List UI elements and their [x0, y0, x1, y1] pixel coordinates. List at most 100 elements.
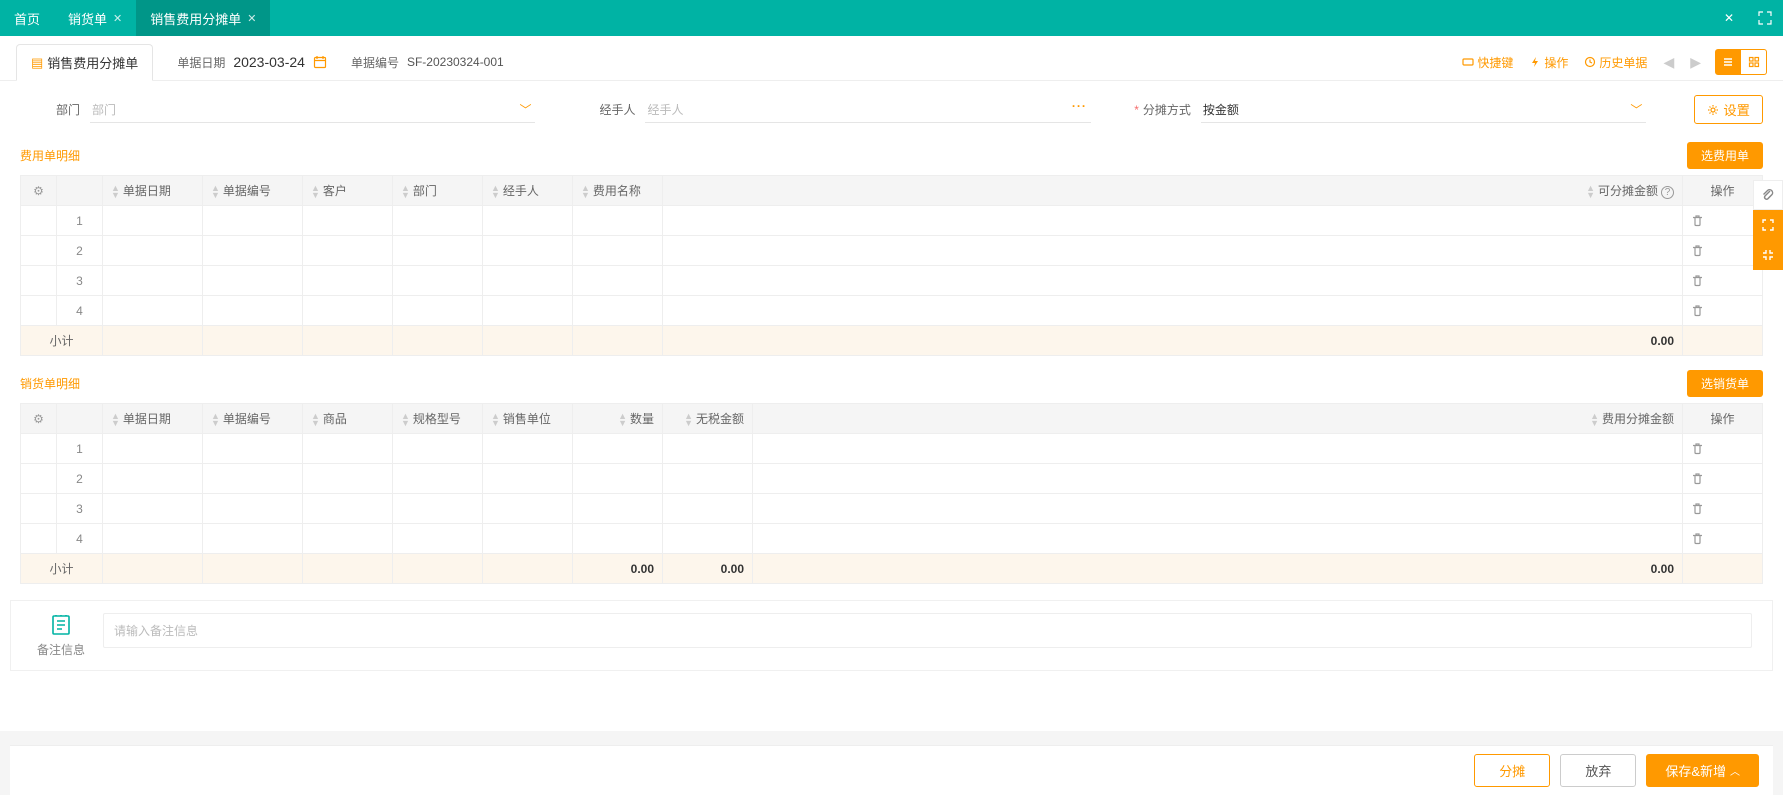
col-customer[interactable]: ▲▼客户: [303, 176, 393, 206]
handler-field: 经手人 经手人 ···: [575, 97, 1090, 123]
help-icon[interactable]: ?: [1661, 186, 1674, 199]
col-product[interactable]: ▲▼商品: [303, 404, 393, 434]
table-row[interactable]: 3: [21, 266, 1763, 296]
tab-fee-alloc[interactable]: 销售费用分摊单 ✕: [136, 0, 270, 36]
col-amt-notax[interactable]: ▲▼无税金额: [663, 404, 753, 434]
page-body: ▤ 销售费用分摊单 单据日期 2023-03-24 单据编号 SF-202303…: [0, 36, 1783, 731]
table-header-row: ⚙ ▲▼单据日期 ▲▼单据编号 ▲▼商品 ▲▼规格型号 ▲▼销售单位 ▲▼数量 …: [21, 404, 1763, 434]
cancel-button[interactable]: 放弃: [1560, 754, 1636, 787]
close-all-icon[interactable]: ✕: [1711, 0, 1747, 36]
col-ops: 操作: [1683, 176, 1763, 206]
gear-icon: [1707, 104, 1719, 116]
delete-icon[interactable]: [1691, 304, 1754, 317]
sales-detail-table: ⚙ ▲▼单据日期 ▲▼单据编号 ▲▼商品 ▲▼规格型号 ▲▼销售单位 ▲▼数量 …: [20, 403, 1763, 584]
chevron-up-icon: ︿: [1730, 763, 1740, 778]
gear-icon[interactable]: ⚙: [33, 412, 44, 426]
fee-detail-title: 费用单明细: [20, 147, 80, 164]
table-row[interactable]: 1: [21, 434, 1763, 464]
note-icon: [49, 613, 73, 637]
col-feename[interactable]: ▲▼费用名称: [573, 176, 663, 206]
delete-icon[interactable]: [1691, 274, 1754, 287]
sales-detail-header: 销货单明细 选销货单: [20, 370, 1763, 397]
delete-icon[interactable]: [1691, 532, 1754, 545]
shortcut-label: 快捷键: [1477, 54, 1513, 71]
view-grid-icon[interactable]: [1741, 49, 1767, 75]
col-ops: 操作: [1683, 404, 1763, 434]
keyboard-icon: [1462, 56, 1474, 68]
prev-arrow-icon[interactable]: ◀: [1657, 50, 1680, 75]
table-row[interactable]: 2: [21, 464, 1763, 494]
fee-detail-table: ⚙ ▲▼单据日期 ▲▼单据编号 ▲▼客户 ▲▼部门 ▲▼经手人 ▲▼费用名称 ▲…: [20, 175, 1763, 356]
col-no[interactable]: ▲▼单据编号: [203, 404, 303, 434]
save-new-button[interactable]: 保存&新增 ︿: [1646, 754, 1759, 787]
fee-detail-header: 费用单明细 选费用单: [20, 142, 1763, 169]
doc-no-field: 单据编号 SF-20230324-001: [351, 54, 504, 71]
col-no[interactable]: ▲▼单据编号: [203, 176, 303, 206]
col-qty[interactable]: ▲▼数量: [573, 404, 663, 434]
delete-icon[interactable]: [1691, 244, 1754, 257]
handler-placeholder: 经手人: [647, 103, 683, 117]
collapse-icon[interactable]: [1753, 240, 1783, 270]
handler-label: 经手人: [575, 101, 645, 118]
delete-icon[interactable]: [1691, 502, 1754, 515]
attachment-icon[interactable]: [1753, 180, 1783, 210]
method-label: *分摊方式: [1131, 101, 1201, 118]
form-tab-label: 销售费用分摊单: [47, 53, 138, 72]
expand-icon[interactable]: [1753, 210, 1783, 240]
table-row[interactable]: 2: [21, 236, 1763, 266]
select-fee-button[interactable]: 选费用单: [1687, 142, 1763, 169]
close-icon[interactable]: ✕: [113, 12, 122, 25]
doc-date-value[interactable]: 2023-03-24: [233, 54, 305, 70]
history-icon: [1584, 56, 1596, 68]
subtotal-label: 小计: [21, 554, 103, 584]
shortcut-link[interactable]: 快捷键: [1456, 50, 1519, 75]
col-allocfee[interactable]: ▲▼费用分摊金额: [753, 404, 1683, 434]
view-list-icon[interactable]: [1715, 49, 1741, 75]
ops-link[interactable]: 操作: [1523, 50, 1574, 75]
delete-icon[interactable]: [1691, 472, 1754, 485]
col-dept[interactable]: ▲▼部门: [393, 176, 483, 206]
col-spec[interactable]: ▲▼规格型号: [393, 404, 483, 434]
col-date[interactable]: ▲▼单据日期: [103, 176, 203, 206]
remark-label: 备注信息: [37, 641, 85, 658]
fullscreen-icon[interactable]: [1747, 0, 1783, 36]
col-handler[interactable]: ▲▼经手人: [483, 176, 573, 206]
alloc-button[interactable]: 分摊: [1474, 754, 1550, 787]
form-tab[interactable]: ▤ 销售费用分摊单: [16, 44, 153, 81]
method-label-text: 分摊方式: [1143, 103, 1191, 117]
settings-button[interactable]: 设置: [1694, 95, 1763, 124]
table-row[interactable]: 1: [21, 206, 1763, 236]
qty-sum: 0.00: [631, 562, 654, 576]
col-unit[interactable]: ▲▼销售单位: [483, 404, 573, 434]
doc-date-field: 单据日期 2023-03-24: [177, 54, 327, 71]
col-allocamt[interactable]: ▲▼可分摊金额?: [663, 176, 1683, 206]
table-header-row: ⚙ ▲▼单据日期 ▲▼单据编号 ▲▼客户 ▲▼部门 ▲▼经手人 ▲▼费用名称 ▲…: [21, 176, 1763, 206]
bolt-icon: [1529, 56, 1541, 68]
chevron-down-icon: ﹀: [1630, 101, 1642, 118]
footer-bar: 分摊 放弃 保存&新增 ︿: [10, 745, 1773, 795]
delete-icon[interactable]: [1691, 442, 1754, 455]
tab-home[interactable]: 首页: [0, 0, 54, 36]
gear-icon[interactable]: ⚙: [33, 184, 44, 198]
dept-input[interactable]: 部门 ﹀: [90, 97, 535, 123]
next-arrow-icon[interactable]: ▶: [1684, 50, 1707, 75]
method-select[interactable]: 按金额 ﹀: [1201, 97, 1646, 123]
form-icon: ▤: [31, 55, 43, 71]
view-toggle: [1715, 49, 1767, 75]
chevron-down-icon: ﹀: [519, 101, 531, 118]
col-date[interactable]: ▲▼单据日期: [103, 404, 203, 434]
fee-detail-section: 费用单明细 选费用单 ⚙ ▲▼单据日期 ▲▼单据编号 ▲▼客户 ▲▼部门 ▲▼经…: [0, 142, 1783, 366]
remark-input[interactable]: 请输入备注信息: [103, 613, 1752, 648]
table-row[interactable]: 3: [21, 494, 1763, 524]
subtotal-amount: 0.00: [1651, 334, 1674, 348]
select-sales-button[interactable]: 选销货单: [1687, 370, 1763, 397]
history-link[interactable]: 历史单据: [1578, 50, 1653, 75]
handler-input[interactable]: 经手人 ···: [645, 97, 1090, 123]
close-icon[interactable]: ✕: [247, 12, 256, 25]
tab-sales-order[interactable]: 销货单 ✕: [54, 0, 136, 36]
table-row[interactable]: 4: [21, 524, 1763, 554]
method-value: 按金额: [1203, 103, 1239, 117]
delete-icon[interactable]: [1691, 214, 1754, 227]
table-row[interactable]: 4: [21, 296, 1763, 326]
calendar-icon[interactable]: [313, 55, 327, 69]
